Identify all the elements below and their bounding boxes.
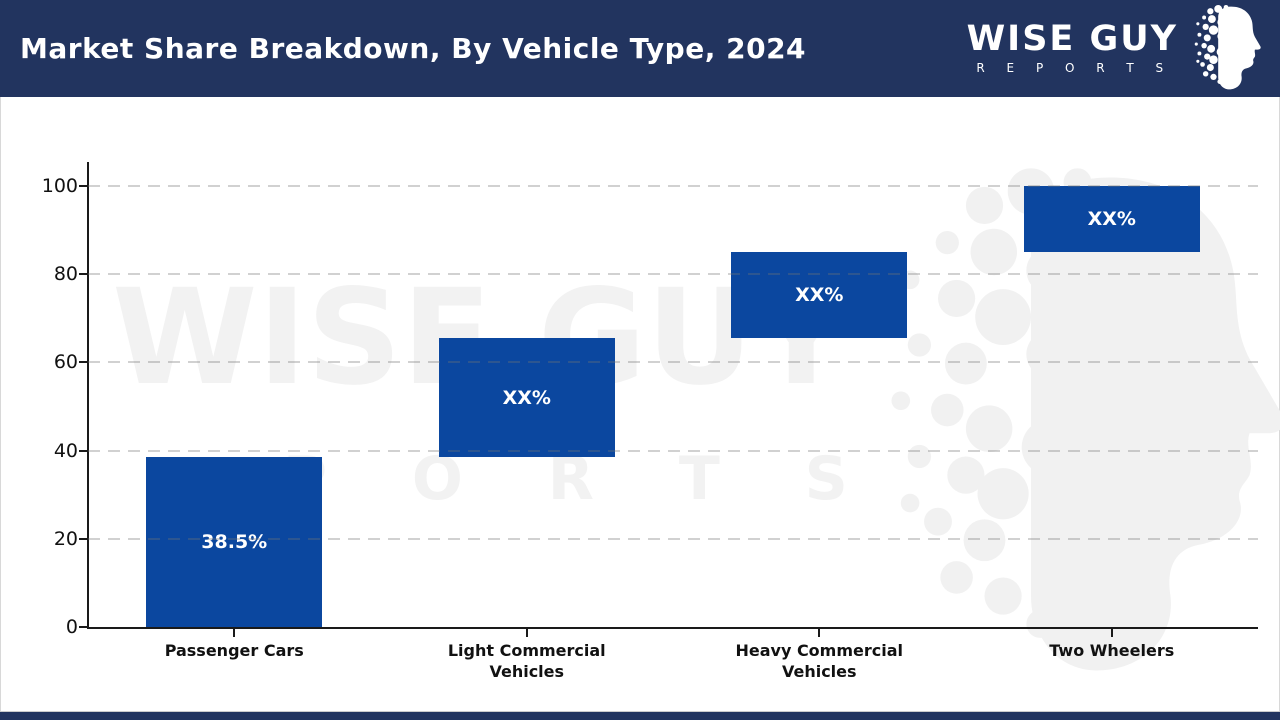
y-tick-80 [79, 273, 87, 276]
footer-divider [0, 711, 1280, 712]
x-tick-2 [525, 629, 528, 637]
page-title: Market Share Breakdown, By Vehicle Type,… [20, 32, 807, 65]
x-category-label: Light Commercial Vehicles [447, 641, 606, 682]
gridline-40 [88, 449, 1258, 452]
x-category-label: Two Wheelers [1049, 641, 1175, 660]
x-tick-1 [233, 629, 236, 637]
x-category-label: Heavy Commercial Vehicles [735, 641, 904, 682]
y-tick-label-100: 100 [41, 175, 78, 197]
y-tick-label-60: 60 [53, 351, 78, 374]
y-tick-label-80: 80 [53, 263, 78, 286]
y-tick-20 [79, 537, 87, 540]
bar-passenger-cars: 38.5% [146, 457, 323, 627]
gridline-60 [88, 361, 1258, 364]
bar-heavy-commercial-vehicles: XX% [731, 252, 908, 339]
logo-wordmark: WISE GUY [966, 19, 1178, 59]
header-bar: Market Share Breakdown, By Vehicle Type,… [0, 0, 1280, 97]
y-tick-60 [79, 361, 87, 364]
wise-guy-logo: WISE GUY R E P O R T S [967, 7, 1280, 91]
y-tick-40 [79, 449, 87, 452]
y-tick-0 [79, 626, 87, 628]
gridline-100 [88, 185, 1258, 187]
y-tick-label-0: 0 [65, 616, 78, 638]
x-axis-line [87, 627, 1258, 629]
y-tick-label-40: 40 [53, 439, 78, 462]
x-tick-4 [1110, 629, 1113, 637]
gridline-20 [88, 537, 1258, 540]
bar-value-label: XX% [795, 284, 844, 307]
x-tick-3 [818, 629, 821, 637]
bar-two-wheelers: XX% [1023, 186, 1200, 253]
bar-value-label: XX% [1087, 208, 1136, 231]
x-category-label: Passenger Cars [164, 641, 304, 660]
bar-value-label: 38.5% [201, 531, 268, 554]
bar-value-label: XX% [502, 386, 551, 409]
y-tick-100 [79, 185, 87, 187]
gridline-80 [88, 273, 1258, 276]
bar-light-commercial-vehicles: XX% [438, 338, 615, 458]
y-tick-label-20: 20 [53, 527, 78, 550]
footer-bar [0, 712, 1280, 720]
logo-head-icon [1182, 5, 1270, 91]
y-axis-line [87, 162, 89, 629]
logo-reports-text: R E P O R T S [976, 61, 1173, 75]
